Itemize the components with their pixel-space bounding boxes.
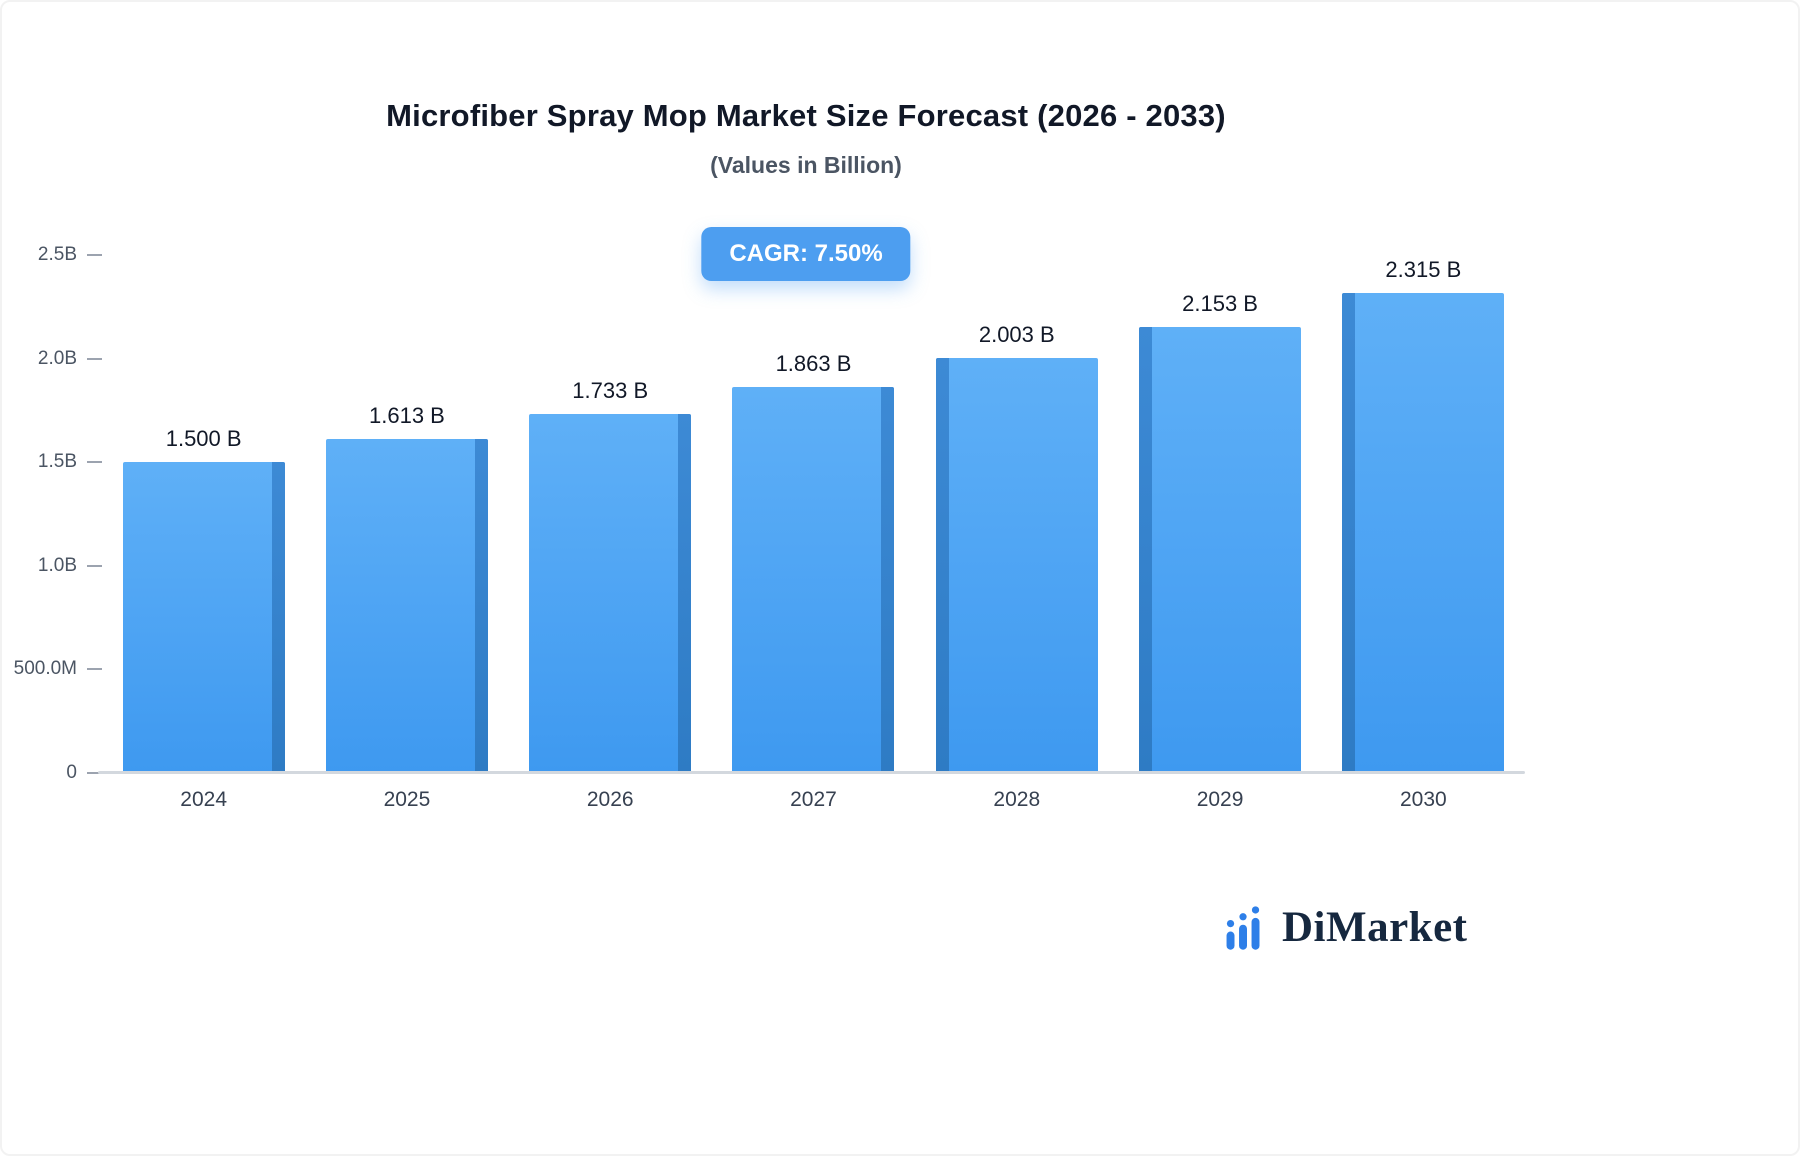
bar-column: 1.613 B: [305, 255, 508, 773]
y-tick-mark: [87, 254, 102, 256]
bar-value-label: 2.003 B: [978, 321, 1055, 347]
x-axis-label: 2025: [383, 788, 431, 811]
x-axis-label: 2026: [586, 788, 634, 811]
x-axis-label: 2028: [993, 788, 1041, 811]
chart-content: Microfiber Spray Mop Market Size Forecas…: [2, 2, 1610, 1154]
bar-3d-side: [881, 387, 895, 773]
y-tick-label: 1.0B: [37, 554, 77, 576]
x-axis-label: 2030: [1399, 788, 1447, 811]
bar-column: 1.500 B: [102, 255, 305, 773]
bar-value-label: 1.500 B: [165, 426, 242, 452]
bar-value-label: 2.315 B: [1385, 257, 1462, 283]
y-tick-label: 0: [66, 762, 77, 783]
bar: [122, 462, 285, 773]
bar-value-label: 2.153 B: [1182, 290, 1258, 316]
y-tick-label: 500.0M: [13, 658, 77, 680]
bar: [325, 438, 488, 773]
bar: [529, 413, 692, 773]
y-tick-label: 2.5B: [37, 244, 77, 265]
x-axis-label: 2024: [180, 788, 227, 811]
bar-3d-side: [678, 413, 692, 773]
bar-3d-side: [1342, 293, 1356, 773]
y-tick: 1.5B: [38, 451, 102, 473]
chart-subtitle: (Values in Billion): [710, 152, 902, 178]
bar: [1342, 293, 1505, 773]
y-tick: 1.0B: [38, 555, 102, 577]
y-tick: 2.0B: [38, 348, 102, 370]
bar-value-label: 1.863 B: [775, 351, 852, 376]
dimarket-logo: DiMarket: [1224, 902, 1468, 952]
bar: [1139, 326, 1302, 773]
bar: [935, 357, 1098, 773]
x-labels: 2024 2025 2026 2027 2028 2029 2030: [102, 788, 1525, 812]
y-tick: 2.5B: [38, 244, 102, 266]
bars: 1.500 B 1.613 B 1.733 B 1.863 B 2.003 B 2.153…: [102, 255, 1525, 773]
y-tick-label: 2.0B: [37, 347, 77, 369]
chart-title: Microfiber Spray Mop Market Size Forecas…: [386, 98, 1226, 133]
x-axis-label: 2027: [790, 788, 837, 811]
bar-column: 1.863 B: [712, 255, 915, 773]
x-axis-label: 2029: [1196, 788, 1244, 811]
bar-column: 1.733 B: [509, 255, 712, 773]
bar: [732, 387, 895, 773]
bar-3d-side: [1139, 326, 1153, 773]
bar-3d-side: [271, 462, 285, 773]
y-tick-mark: [87, 461, 102, 464]
bar-column: 2.153 B: [1118, 255, 1321, 773]
y-tick: 500.0M: [14, 658, 102, 680]
bar-value-label: 1.733 B: [572, 377, 649, 403]
bar-3d-side: [935, 357, 949, 773]
bar-value-label: 1.613 B: [369, 402, 445, 428]
y-tick: 0: [66, 762, 102, 784]
y-tick-mark: [87, 668, 102, 671]
y-axis: 0 500.0M 1.0B 1.5B 2.0B 2.5B: [2, 244, 102, 783]
bar-column: 2.003 B: [915, 255, 1118, 773]
cagr-badge: CAGR: 7.50%: [701, 227, 911, 281]
y-tick-mark: [87, 772, 102, 774]
y-tick-label: 1.5B: [37, 451, 77, 473]
plot-area: 1.500 B 1.613 B 1.733 B 1.863 B 2.003 B 2.153…: [102, 255, 1525, 773]
y-tick-mark: [87, 357, 102, 360]
logo-text: DiMarket: [1282, 903, 1468, 951]
x-axis-line: [98, 771, 1525, 774]
y-tick-mark: [87, 564, 102, 567]
bar-chart-icon: [1224, 902, 1270, 952]
bar-3d-side: [474, 438, 488, 773]
bar-column: 2.315 B: [1322, 255, 1525, 773]
